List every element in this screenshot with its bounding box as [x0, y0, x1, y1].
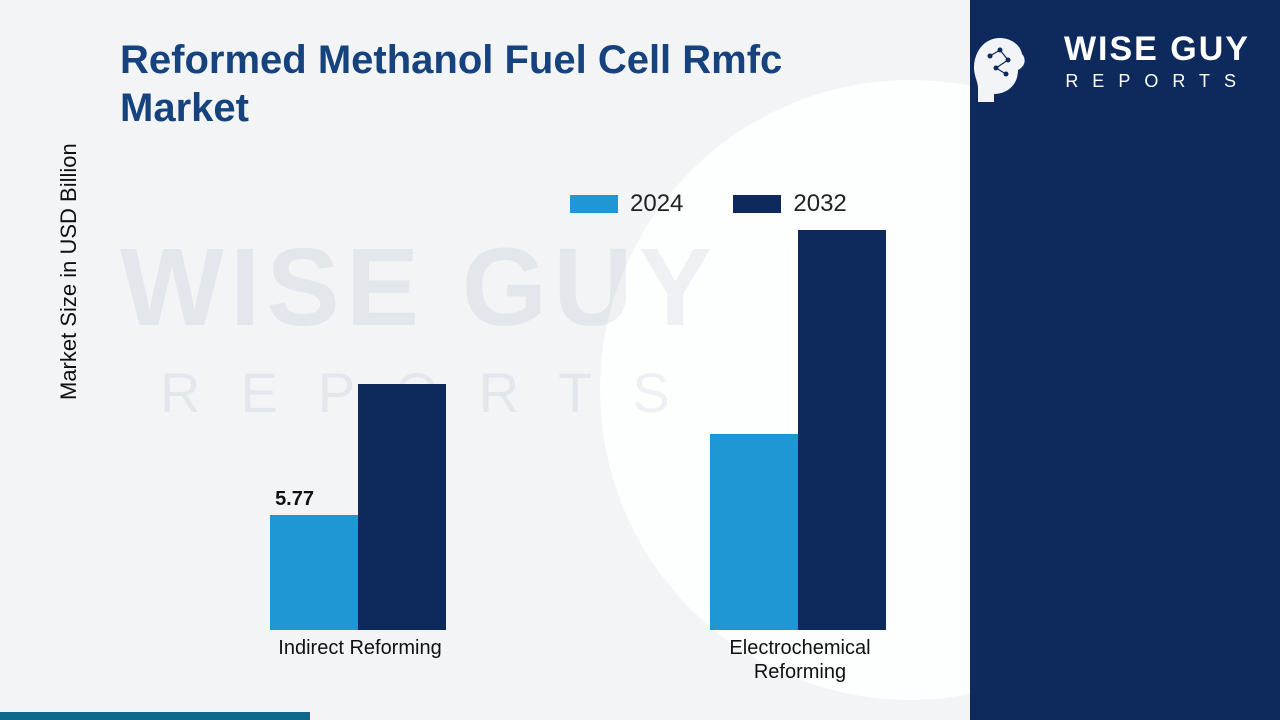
right-brand-panel	[970, 0, 1280, 720]
legend-swatch-2032	[733, 195, 781, 213]
brand-logo: WISE GUY REPORTS	[1064, 30, 1250, 92]
logo-head-icon	[970, 36, 1030, 106]
y-axis-label: Market Size in USD Billion	[56, 143, 82, 400]
bar-indirect-2024	[270, 515, 358, 630]
legend-label-2032: 2032	[793, 190, 846, 218]
legend-item-2032: 2032	[733, 190, 846, 218]
legend-item-2024: 2024	[570, 190, 683, 218]
x-label-indirect: Indirect Reforming	[250, 630, 470, 660]
bar-electro-2032	[798, 230, 886, 630]
bar-indirect-2032	[358, 384, 446, 630]
legend-label-2024: 2024	[630, 190, 683, 218]
bottom-accent-bar	[0, 712, 310, 720]
chart-title: Reformed Methanol Fuel Cell Rmfc Market	[120, 36, 840, 132]
bar-electro-2024	[710, 434, 798, 630]
logo-line1: WISE GUY	[1064, 30, 1250, 69]
value-label-indirect-2024: 5.77	[264, 488, 314, 511]
chart-canvas: WISE GUY REPORTS WISE GUY REPORTS Reform…	[0, 0, 1280, 720]
logo-line2: REPORTS	[1064, 71, 1250, 92]
plot-area: 5.77 Indirect Reforming Electrochemical …	[130, 230, 950, 630]
x-label-electrochemical: Electrochemical Reforming	[690, 630, 910, 684]
legend-swatch-2024	[570, 195, 618, 213]
legend: 2024 2032	[570, 190, 847, 218]
